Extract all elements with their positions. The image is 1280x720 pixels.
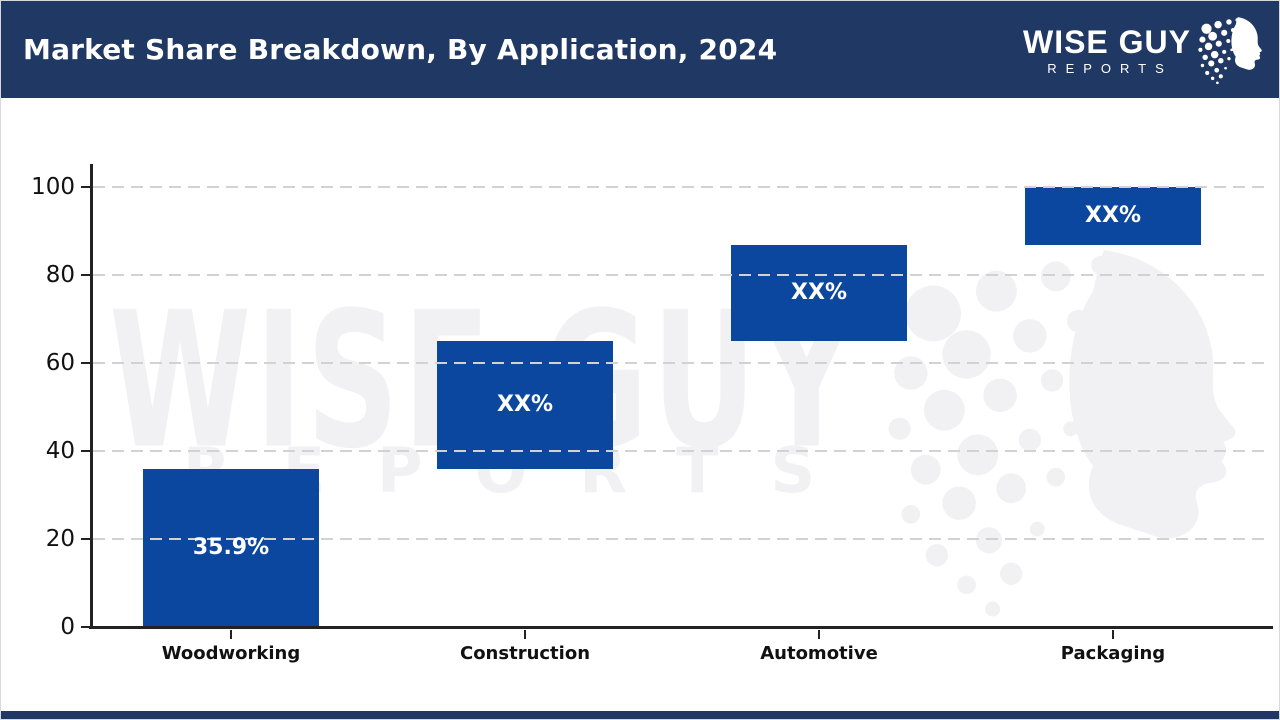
y-axis-tick [81, 274, 91, 276]
x-axis-tick [524, 630, 526, 639]
x-axis-tick [818, 630, 820, 639]
x-category-label: Automotive [760, 643, 878, 664]
y-axis-tick-label: 40 [45, 438, 75, 464]
footer-bar [1, 711, 1279, 719]
y-axis-tick [81, 362, 91, 364]
x-category-label: Construction [459, 643, 591, 664]
x-axis-tick [1112, 630, 1114, 639]
bar-packaging [1025, 187, 1201, 246]
logo-head-icon [1198, 17, 1262, 85]
y-axis-line [90, 164, 93, 629]
header: Market Share Breakdown, By Application, … [1, 1, 1279, 98]
y-axis-tick [81, 538, 91, 540]
grid-line [93, 538, 1265, 540]
x-category-label: Woodworking [161, 643, 301, 664]
y-axis-tick [81, 450, 91, 452]
y-axis-tick [81, 626, 91, 628]
wiseguy-logo: WISE GUY REPORTS [1023, 13, 1265, 88]
y-axis-tick-label: 60 [45, 350, 75, 376]
bar-value-label: XX% [1085, 203, 1141, 228]
y-axis-tick-label: 0 [60, 614, 75, 640]
bar-automotive [731, 245, 907, 341]
y-axis-tick-label: 20 [45, 526, 75, 552]
grid-line [93, 450, 1265, 452]
grid-line [93, 186, 1265, 188]
bar-woodworking [143, 469, 319, 627]
y-axis-tick-label: 100 [31, 174, 75, 200]
y-axis-tick-label: 80 [45, 262, 75, 288]
bar-value-label: XX% [791, 280, 847, 306]
grid-line [93, 274, 1265, 276]
plot-area: WISE GUY REPORTS 0 20 40 60 80 100 35.9% Woodwo… [1, 98, 1279, 713]
x-axis-tick [230, 630, 232, 639]
bar-value-label: XX% [497, 392, 553, 417]
grid-line [93, 362, 1265, 364]
watermark-head-icon [888, 250, 1236, 617]
x-category-label: Packaging [1060, 643, 1166, 664]
page-title: Market Share Breakdown, By Application, … [23, 33, 778, 66]
logo-wordmark: WISE GUY [1022, 24, 1191, 60]
y-axis-tick [81, 186, 91, 188]
bar-value-label: 35.9% [192, 535, 270, 561]
x-axis-line [89, 626, 1273, 629]
logo-subtext: REPORTS [1047, 61, 1173, 76]
